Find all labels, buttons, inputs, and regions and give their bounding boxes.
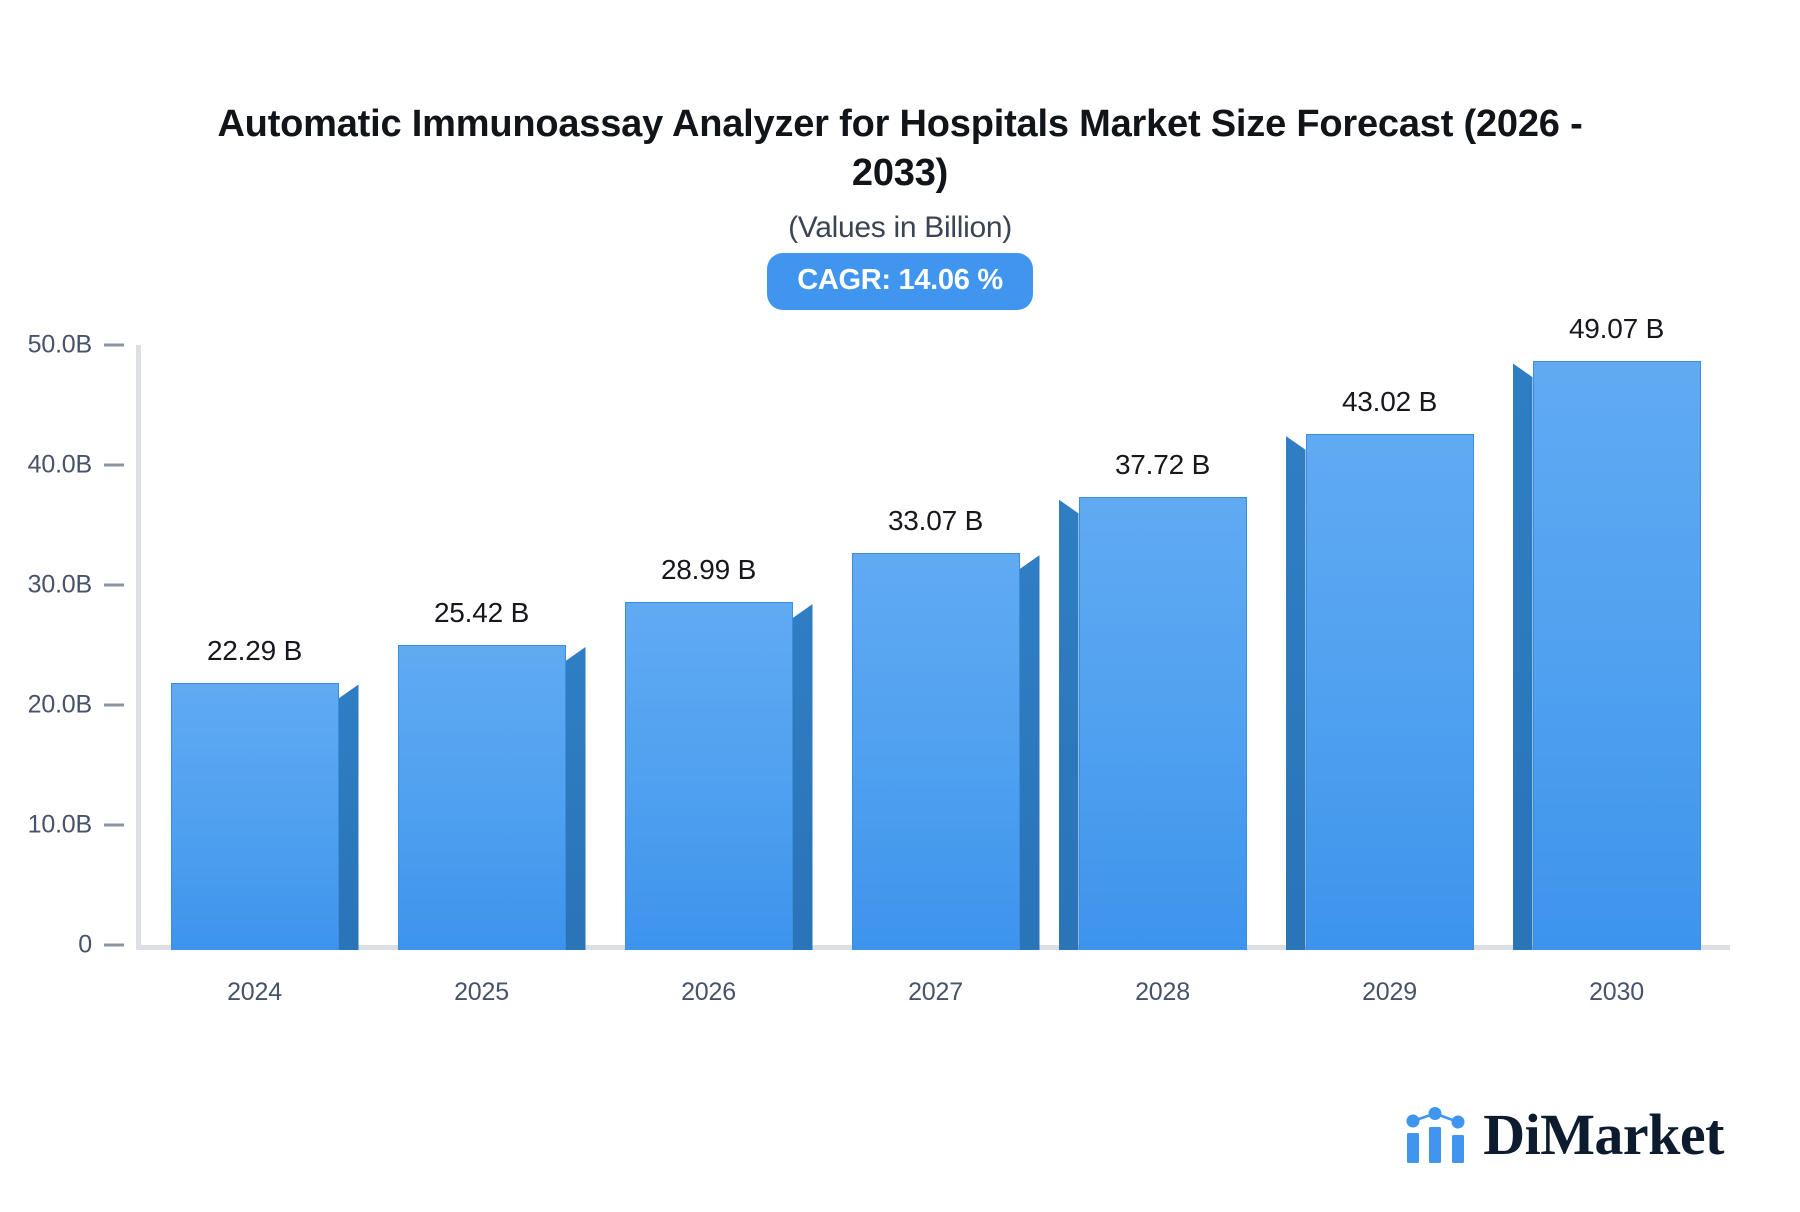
bar-value-label: 33.07 B xyxy=(887,505,984,537)
y-axis-tick-mark xyxy=(104,823,124,827)
y-axis-tick-mark xyxy=(104,583,124,587)
bar: 22.29 B xyxy=(170,635,359,950)
bar: 33.07 B xyxy=(851,505,1040,950)
cagr-badge-container: CAGR: 14.06 % xyxy=(130,253,1670,311)
bar-front-face xyxy=(397,644,566,950)
bar: 25.42 B xyxy=(397,597,586,950)
x-axis-tick-label: 2027 xyxy=(908,978,963,1006)
x-axis-tick-label: 2025 xyxy=(454,978,509,1006)
y-axis-tick-mark xyxy=(104,463,124,467)
y-axis-line xyxy=(136,345,141,950)
title-block: Automatic Immunoassay Analyzer for Hospi… xyxy=(130,100,1670,311)
x-axis-tick-label: 2030 xyxy=(1589,978,1644,1006)
brand-logo: DiMarket xyxy=(1405,1106,1724,1164)
y-axis-tick-mark xyxy=(104,943,124,947)
x-axis-tick-label: 2029 xyxy=(1362,978,1417,1006)
bar: 43.02 B xyxy=(1285,386,1474,950)
bar-value-label: 43.02 B xyxy=(1341,385,1438,417)
y-axis-tick-label: 0 xyxy=(78,930,92,959)
bar-value-label: 22.29 B xyxy=(206,634,303,666)
bar-front-face xyxy=(1305,433,1474,950)
y-axis-tick-label: 20.0B xyxy=(27,690,93,719)
bar: 28.99 B xyxy=(624,554,813,950)
bar-value-label: 49.07 B xyxy=(1568,313,1665,345)
logo-text: DiMarket xyxy=(1483,1102,1724,1167)
bar-front-face xyxy=(170,682,339,950)
bar: 49.07 B xyxy=(1512,313,1701,950)
bar-side-face xyxy=(338,684,359,950)
bar-value-label: 28.99 B xyxy=(660,554,757,586)
bar-side-face xyxy=(1019,555,1040,950)
y-axis-tick-label: 40.0B xyxy=(27,450,93,479)
y-axis-tick-mark xyxy=(104,343,124,347)
x-axis-tick-label: 2024 xyxy=(227,978,282,1006)
cagr-badge: CAGR: 14.06 % xyxy=(767,253,1033,311)
x-axis-tick-label: 2028 xyxy=(1135,978,1190,1006)
y-axis-tick-label: 10.0B xyxy=(27,810,93,839)
x-axis-tick-label: 2026 xyxy=(681,978,736,1006)
bar-front-face xyxy=(624,602,793,950)
bar-value-label: 37.72 B xyxy=(1114,449,1211,481)
bar-side-face xyxy=(565,646,586,950)
bar: 37.72 B xyxy=(1058,449,1247,950)
chart-subtitle: (Values in Billion) xyxy=(788,211,1012,245)
bar-side-face xyxy=(1058,499,1079,950)
bar-chart-icon xyxy=(1406,1107,1465,1163)
y-axis-tick-mark xyxy=(104,703,124,707)
bar-side-face xyxy=(792,604,813,950)
bar-front-face xyxy=(1078,497,1247,950)
bar-value-label: 25.42 B xyxy=(433,596,530,628)
y-axis-tick-label: 30.0B xyxy=(27,570,93,599)
bar-side-face xyxy=(1512,363,1533,950)
page-title: Automatic Immunoassay Analyzer for Hospi… xyxy=(217,103,1583,194)
bar-side-face xyxy=(1285,435,1306,950)
bar-front-face xyxy=(1532,361,1701,950)
y-axis-tick-label: 50.0B xyxy=(27,330,93,359)
bar-front-face xyxy=(851,553,1020,950)
